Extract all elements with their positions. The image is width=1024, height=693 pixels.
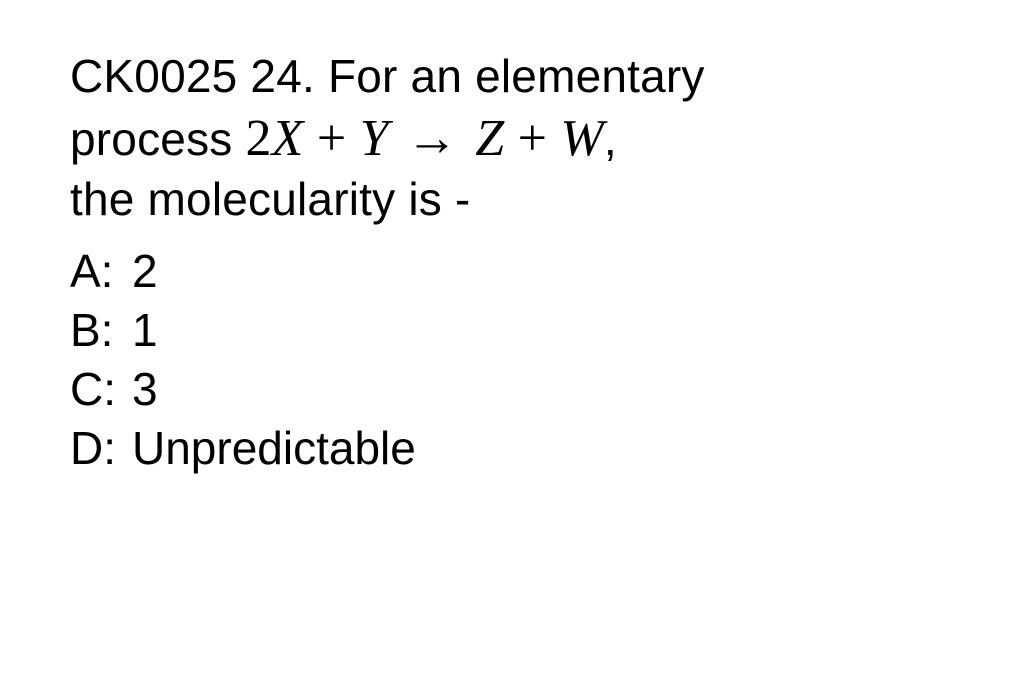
question-line-3: the molecularity is -: [70, 171, 984, 229]
option-b[interactable]: B: 1: [70, 301, 984, 360]
eq-var-z: Z: [475, 110, 504, 167]
question-stem-line2-prefix: process: [70, 113, 232, 165]
option-text: 2: [132, 242, 158, 301]
option-c[interactable]: C: 3: [70, 360, 984, 419]
eq-plus-1: +: [317, 110, 347, 167]
eq-var-w: W: [560, 110, 604, 167]
eq-coef: 2: [245, 110, 271, 167]
eq-plus-2: +: [518, 110, 548, 167]
question-page: CK0025 24. For an elementary process 2X …: [0, 0, 1024, 478]
question-stem-line3: the molecularity is -: [70, 173, 470, 225]
option-a[interactable]: A: 2: [70, 242, 984, 301]
question-code: CK0025: [70, 50, 237, 102]
question-number: 24.: [250, 50, 315, 102]
eq-var-x: X: [272, 110, 304, 167]
option-letter: A:: [70, 242, 132, 301]
question-line-1: CK0025 24. For an elementary: [70, 48, 984, 106]
eq-var-y: Y: [360, 110, 389, 167]
option-d[interactable]: D: Unpredictable: [70, 419, 984, 478]
arrow-icon: →: [402, 106, 462, 171]
option-letter: C:: [70, 360, 132, 419]
eq-comma: ,: [604, 113, 617, 165]
options-list: A: 2 B: 1 C: 3 D: Unpredictable: [70, 242, 984, 478]
question-line-2: process 2X + Y → Z + W,: [70, 106, 984, 171]
option-text: 1: [132, 301, 158, 360]
option-text: 3: [132, 360, 158, 419]
question-stem-prefix: For an elementary: [328, 50, 705, 102]
equation: 2X + Y → Z + W,: [245, 110, 616, 167]
option-letter: B:: [70, 301, 132, 360]
option-letter: D:: [70, 419, 132, 478]
option-text: Unpredictable: [132, 419, 416, 478]
